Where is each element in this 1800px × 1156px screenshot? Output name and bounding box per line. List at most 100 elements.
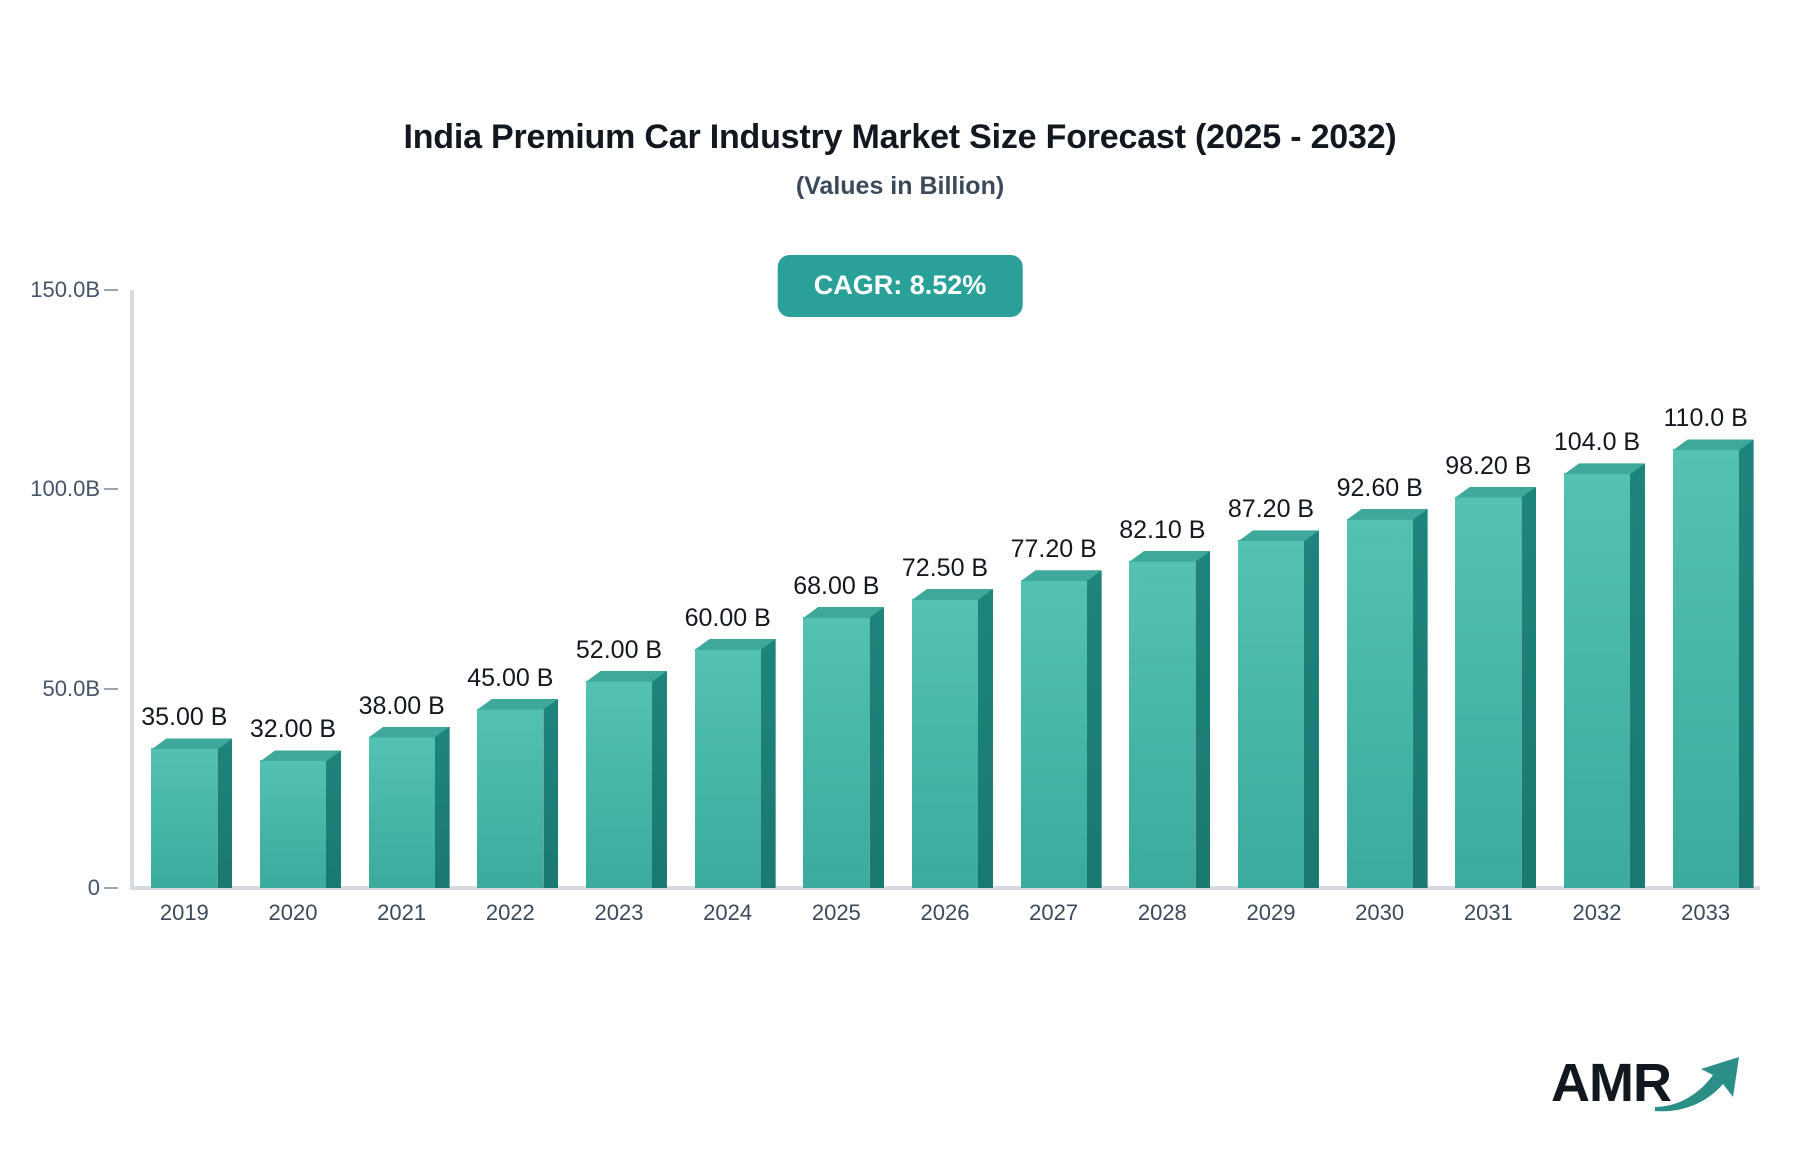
bar[interactable]: 77.20 B: [1011, 535, 1102, 888]
bar[interactable]: 38.00 B: [359, 692, 450, 888]
x-axis-tick-label: 2025: [811, 900, 861, 925]
bar-column[interactable]: 68.00 B: [793, 290, 885, 888]
bar-column[interactable]: 110.0 B: [1663, 290, 1754, 888]
bar-front-face: [694, 648, 761, 888]
bar-side-face: [1412, 508, 1428, 888]
bar-side-face: [543, 698, 559, 888]
x-axis-tick-label: 2031: [1463, 900, 1513, 925]
bar-column[interactable]: 38.00 B: [359, 290, 450, 888]
y-axis-tick-mark: [104, 289, 118, 291]
bar[interactable]: 110.0 B: [1663, 404, 1754, 888]
plot-area: 150.0B 100.0B 50.0B 0: [30, 277, 1750, 900]
bar-value-label: 38.00 B: [358, 691, 445, 720]
bar[interactable]: 87.20 B: [1228, 495, 1319, 888]
bar-column[interactable]: 98.20 B: [1445, 290, 1537, 888]
bar-top-face: [803, 607, 884, 618]
bar-side-face: [1630, 463, 1645, 888]
bar[interactable]: 45.00 B: [467, 664, 559, 888]
bar-series: 35.00 B 32.00 B 38.00 B 45.00 B 52.00 B 60.00…: [130, 290, 1760, 888]
x-axis-tick-label: 2028: [1137, 900, 1187, 925]
y-axis-tick-mark: [104, 687, 118, 690]
bar-front-face: [803, 616, 870, 888]
bar-column[interactable]: 45.00 B: [467, 290, 559, 888]
bar[interactable]: 68.00 B: [793, 572, 885, 888]
bar-front-face: [368, 736, 435, 888]
bar-top-face: [1455, 487, 1536, 498]
growth-arrow-icon: [1653, 1053, 1745, 1120]
x-axis-tick-label: 2024: [703, 900, 753, 925]
y-axis-tick-mark: [104, 488, 118, 491]
bar-column[interactable]: 52.00 B: [576, 290, 667, 888]
bar-value-label: 72.50 B: [901, 553, 989, 582]
x-axis-line: [130, 886, 1760, 890]
bar-front-face: [1672, 449, 1739, 888]
bar-column[interactable]: 32.00 B: [250, 290, 341, 888]
bar-column[interactable]: 77.20 B: [1011, 290, 1102, 888]
bar-top-face: [695, 639, 776, 650]
bar[interactable]: 52.00 B: [576, 636, 667, 888]
bar-side-face: [326, 750, 341, 888]
bar-column[interactable]: 92.60 B: [1337, 290, 1428, 888]
bar-front-face: [1346, 518, 1413, 888]
logo-text: AMR: [1551, 1053, 1672, 1113]
page-subtitle: (Values in Billion): [795, 172, 1005, 200]
bar-top-face: [1673, 439, 1754, 450]
bar-top-face: [1021, 570, 1102, 581]
bar[interactable]: 82.10 B: [1119, 516, 1211, 888]
bar-top-face: [260, 750, 341, 761]
bar-value-label: 32.00 B: [249, 715, 337, 744]
x-axis-tick-label: 2022: [485, 900, 535, 925]
bar-value-label: 52.00 B: [575, 635, 663, 664]
bar-column[interactable]: 82.10 B: [1119, 290, 1211, 888]
bar-front-face: [1238, 540, 1304, 888]
x-axis-tick-label: 2021: [377, 900, 427, 925]
bar-column[interactable]: 104.0 B: [1554, 290, 1645, 888]
bar-column[interactable]: 60.00 B: [685, 290, 776, 888]
bar-top-face: [912, 589, 993, 600]
bar-value-label: 82.10 B: [1119, 515, 1206, 544]
bar-top-face: [1347, 509, 1428, 520]
bar-front-face: [1020, 580, 1087, 888]
bar-side-face: [1304, 530, 1319, 888]
bar-top-face: [369, 727, 450, 738]
bar-front-face: [912, 598, 978, 888]
bar-column[interactable]: 35.00 B: [141, 290, 233, 888]
bar-front-face: [1564, 473, 1630, 888]
y-axis-tick-label: 0: [87, 875, 100, 900]
bar[interactable]: 92.60 B: [1337, 474, 1428, 888]
x-axis-tick-label: 2032: [1572, 900, 1622, 925]
x-axis-tick-label: 2029: [1246, 900, 1296, 925]
bar[interactable]: 98.20 B: [1445, 452, 1537, 888]
bar[interactable]: 72.50 B: [902, 554, 993, 888]
bar[interactable]: 104.0 B: [1554, 428, 1645, 888]
bar-column[interactable]: 87.20 B: [1228, 290, 1319, 888]
bar-value-label: 68.00 B: [793, 571, 880, 600]
bar-front-face: [586, 680, 652, 888]
amr-logo: AMR: [1551, 1048, 1745, 1118]
bar-top-face: [586, 671, 667, 682]
bar-value-label: 35.00 B: [141, 703, 228, 732]
bar-value-label: 98.20 B: [1445, 451, 1532, 480]
bar-side-face: [1086, 570, 1102, 888]
bar[interactable]: 60.00 B: [685, 604, 776, 888]
bar-top-face: [1238, 530, 1319, 541]
bar-side-face: [434, 726, 450, 888]
bar-front-face: [477, 708, 544, 888]
cagr-badge: CAGR: 8.52%: [777, 255, 1023, 317]
bar-top-face: [1129, 551, 1210, 562]
x-axis-tick-label: 2030: [1355, 900, 1405, 925]
bar-value-label: 104.0 B: [1553, 428, 1641, 457]
bar[interactable]: 32.00 B: [250, 715, 341, 888]
x-axis-tick-label: 2027: [1029, 900, 1079, 925]
bar[interactable]: 35.00 B: [141, 703, 233, 888]
page-title: India Premium Car Industry Market Size F…: [403, 118, 1397, 156]
bar-side-face: [217, 738, 233, 888]
bar-side-face: [760, 638, 776, 888]
bar-side-face: [1195, 550, 1211, 888]
bar-front-face: [1129, 560, 1196, 888]
y-axis-tick-label: 150.0B: [30, 277, 100, 302]
bar-value-label: 92.60 B: [1336, 473, 1423, 502]
bar-column[interactable]: 72.50 B: [902, 290, 993, 888]
y-axis-line: [130, 290, 134, 890]
